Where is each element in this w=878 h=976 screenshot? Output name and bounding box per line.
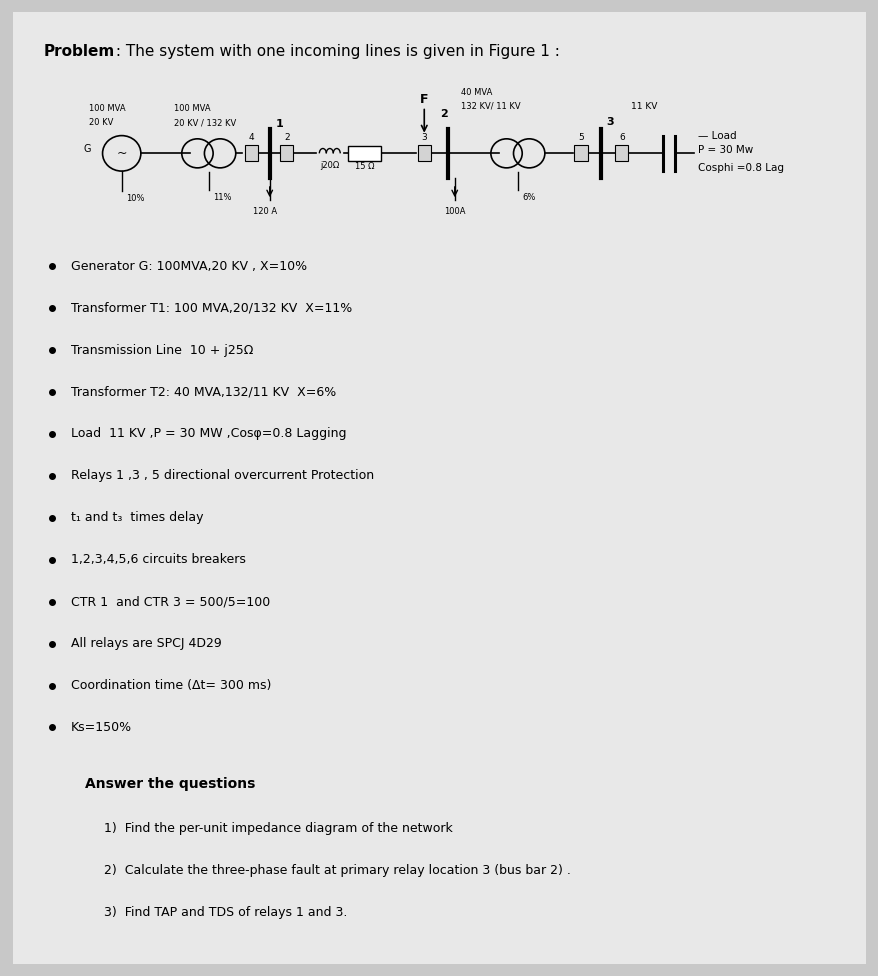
Text: j20Ω: j20Ω bbox=[320, 161, 339, 170]
Text: 11%: 11% bbox=[212, 193, 232, 202]
Text: 15 Ω: 15 Ω bbox=[355, 162, 374, 172]
Bar bbox=[280, 145, 293, 161]
Text: Ks=150%: Ks=150% bbox=[71, 721, 133, 734]
Text: Coordination time (Δt= 300 ms): Coordination time (Δt= 300 ms) bbox=[71, 679, 271, 692]
Text: Transformer T1: 100 MVA,20/132 KV  X=11%: Transformer T1: 100 MVA,20/132 KV X=11% bbox=[71, 302, 352, 314]
Text: 20 KV: 20 KV bbox=[90, 118, 114, 127]
Text: 40 MVA: 40 MVA bbox=[461, 88, 492, 98]
Text: 10%: 10% bbox=[126, 194, 144, 203]
Text: P = 30 Mw: P = 30 Mw bbox=[697, 145, 752, 155]
Text: 2: 2 bbox=[284, 133, 289, 142]
Text: 11 KV: 11 KV bbox=[630, 102, 657, 111]
Text: t₁ and t₃  times delay: t₁ and t₃ times delay bbox=[71, 511, 204, 524]
Text: 132 KV/ 11 KV: 132 KV/ 11 KV bbox=[461, 102, 521, 111]
Text: CTR 1  and CTR 3 = 500/5=100: CTR 1 and CTR 3 = 500/5=100 bbox=[71, 595, 270, 608]
Text: 6: 6 bbox=[618, 133, 624, 142]
Text: Transmission Line  10 + j25Ω: Transmission Line 10 + j25Ω bbox=[71, 344, 253, 356]
Text: — Load: — Load bbox=[697, 131, 736, 141]
Text: 3: 3 bbox=[421, 133, 427, 142]
Text: 1: 1 bbox=[276, 119, 284, 129]
Text: 1,2,3,4,5,6 circuits breakers: 1,2,3,4,5,6 circuits breakers bbox=[71, 553, 246, 566]
Text: : The system with one incoming lines is given in Figure 1 :: : The system with one incoming lines is … bbox=[112, 45, 559, 60]
Text: All relays are SPCJ 4D29: All relays are SPCJ 4D29 bbox=[71, 637, 222, 650]
Bar bbox=[417, 145, 430, 161]
Text: 100 MVA: 100 MVA bbox=[174, 104, 211, 113]
Text: 100 MVA: 100 MVA bbox=[90, 104, 126, 113]
Text: Cosphi =0.8 Lag: Cosphi =0.8 Lag bbox=[697, 163, 783, 173]
Text: Transformer T2: 40 MVA,132/11 KV  X=6%: Transformer T2: 40 MVA,132/11 KV X=6% bbox=[71, 386, 336, 398]
Text: 120 A: 120 A bbox=[253, 207, 277, 216]
Text: Problem: Problem bbox=[43, 45, 114, 60]
Bar bbox=[615, 145, 628, 161]
Text: 3: 3 bbox=[606, 117, 614, 127]
Text: Answer the questions: Answer the questions bbox=[85, 778, 255, 792]
Text: Load  11 KV ,P = 30 MW ,Cosφ=0.8 Lagging: Load 11 KV ,P = 30 MW ,Cosφ=0.8 Lagging bbox=[71, 427, 346, 440]
Text: 6%: 6% bbox=[522, 193, 535, 202]
Text: ~: ~ bbox=[116, 146, 126, 160]
Bar bbox=[574, 145, 587, 161]
Text: F: F bbox=[420, 94, 428, 106]
FancyBboxPatch shape bbox=[13, 13, 865, 963]
Text: G: G bbox=[83, 144, 90, 154]
Text: 1)  Find the per-unit impedance diagram of the network: 1) Find the per-unit impedance diagram o… bbox=[104, 822, 452, 834]
Text: 2: 2 bbox=[440, 109, 447, 119]
Text: 5: 5 bbox=[578, 133, 583, 142]
Text: 3)  Find TAP and TDS of relays 1 and 3.: 3) Find TAP and TDS of relays 1 and 3. bbox=[104, 906, 348, 918]
Text: 4: 4 bbox=[248, 133, 255, 142]
Bar bbox=[245, 145, 258, 161]
Text: 20 KV / 132 KV: 20 KV / 132 KV bbox=[174, 118, 236, 127]
Bar bbox=[348, 146, 381, 161]
Text: 100A: 100A bbox=[443, 207, 465, 216]
Text: Relays 1 ,3 , 5 directional overcurrent Protection: Relays 1 ,3 , 5 directional overcurrent … bbox=[71, 469, 374, 482]
Text: Generator G: 100MVA,20 KV , X=10%: Generator G: 100MVA,20 KV , X=10% bbox=[71, 260, 307, 272]
Text: 2)  Calculate the three-phase fault at primary relay location 3 (bus bar 2) .: 2) Calculate the three-phase fault at pr… bbox=[104, 864, 571, 876]
